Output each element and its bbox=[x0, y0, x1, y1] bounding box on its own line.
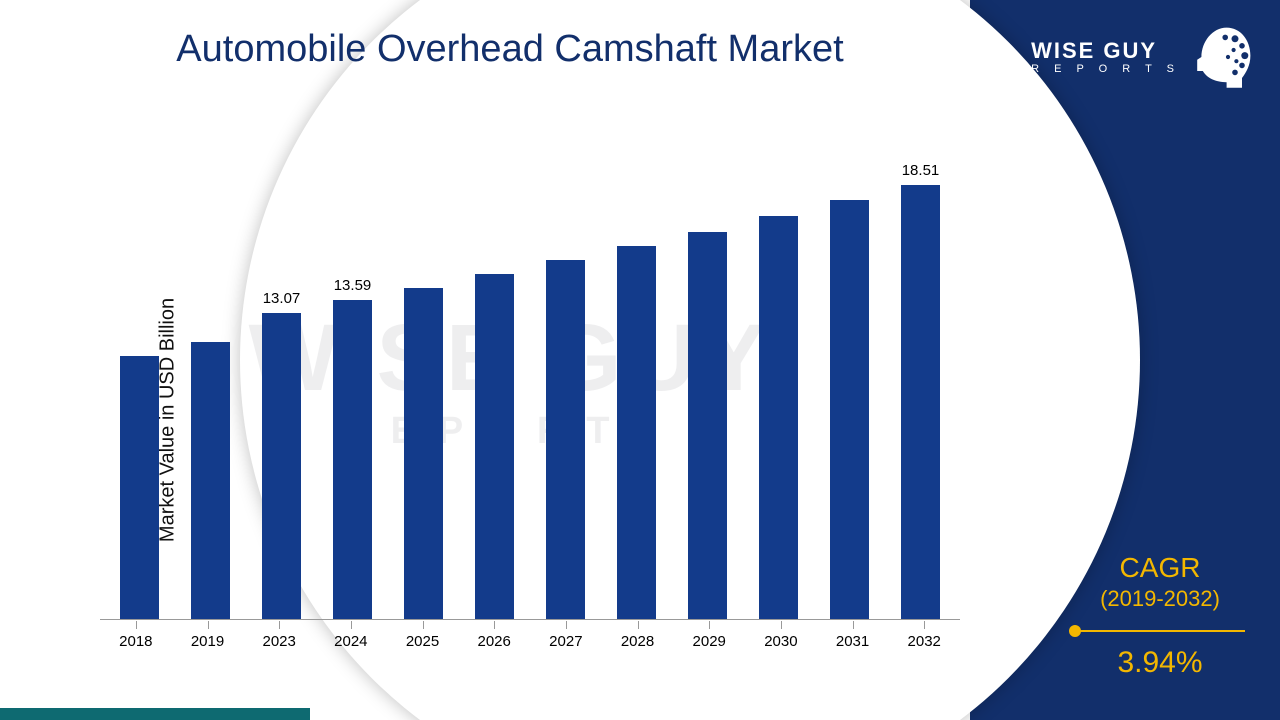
bar-wrap bbox=[530, 150, 601, 619]
brand-logo-text: WISE GUY R E P O R T S bbox=[1031, 39, 1180, 76]
bar-value-label: 13.07 bbox=[246, 290, 317, 307]
bar bbox=[120, 356, 160, 619]
brand-head-icon bbox=[1186, 22, 1256, 92]
bar-value-label: 13.59 bbox=[317, 277, 388, 294]
page-root: WISE GUY R E P O R T S Automobile Overhe… bbox=[0, 0, 1280, 720]
x-tick-label: 2024 bbox=[315, 633, 387, 650]
x-tick-label: 2032 bbox=[888, 633, 960, 650]
bar-wrap: 13.07 bbox=[246, 150, 317, 619]
x-axis-ticks: 2018201920232024202520262027202820292030… bbox=[100, 633, 960, 650]
x-tick-label: 2031 bbox=[817, 633, 889, 650]
bar bbox=[830, 200, 870, 619]
bar-wrap bbox=[601, 150, 672, 619]
bar-wrap bbox=[388, 150, 459, 619]
bar bbox=[191, 342, 231, 619]
bars-container: 13.0713.59 18.51 bbox=[100, 150, 960, 619]
bar bbox=[759, 216, 799, 619]
bar bbox=[901, 185, 941, 619]
x-tick-label: 2027 bbox=[530, 633, 602, 650]
footer-accent-bar bbox=[0, 708, 310, 720]
plot-region: 13.0713.59 18.51 bbox=[100, 150, 960, 620]
bar-wrap bbox=[459, 150, 530, 619]
x-tick-label: 2028 bbox=[602, 633, 674, 650]
brand-logo: WISE GUY R E P O R T S bbox=[1031, 22, 1256, 92]
bar-wrap bbox=[743, 150, 814, 619]
cagr-divider-line bbox=[1075, 630, 1245, 632]
bar-wrap bbox=[814, 150, 885, 619]
bar-wrap: 13.59 bbox=[317, 150, 388, 619]
bar-wrap bbox=[672, 150, 743, 619]
x-tick-label: 2026 bbox=[458, 633, 530, 650]
bar bbox=[262, 313, 302, 619]
bar bbox=[688, 232, 728, 619]
x-tick-label: 2018 bbox=[100, 633, 172, 650]
x-tick-label: 2025 bbox=[387, 633, 459, 650]
bar-value-label: 18.51 bbox=[885, 162, 956, 179]
bar-wrap: 18.51 bbox=[885, 150, 956, 619]
bar-wrap bbox=[104, 150, 175, 619]
bar-wrap bbox=[175, 150, 246, 619]
x-tick-label: 2030 bbox=[745, 633, 817, 650]
brand-name-line1: WISE GUY bbox=[1031, 38, 1157, 63]
bar bbox=[475, 274, 515, 619]
cagr-value: 3.94% bbox=[1040, 646, 1280, 680]
x-tick-label: 2019 bbox=[172, 633, 244, 650]
bar bbox=[617, 246, 657, 619]
bar bbox=[404, 288, 444, 619]
bar bbox=[546, 260, 586, 619]
brand-name-line2: R E P O R T S bbox=[1031, 64, 1180, 76]
chart-title: Automobile Overhead Camshaft Market bbox=[60, 28, 960, 71]
x-tick-label: 2023 bbox=[243, 633, 315, 650]
cagr-period: (2019-2032) bbox=[1040, 586, 1280, 612]
chart-area: Market Value in USD Billion 13.0713.5918… bbox=[40, 150, 960, 690]
bar bbox=[333, 300, 373, 619]
x-tick-label: 2029 bbox=[673, 633, 745, 650]
cagr-label: CAGR bbox=[1040, 552, 1280, 584]
cagr-block: CAGR (2019-2032) 3.94% bbox=[1040, 552, 1280, 680]
